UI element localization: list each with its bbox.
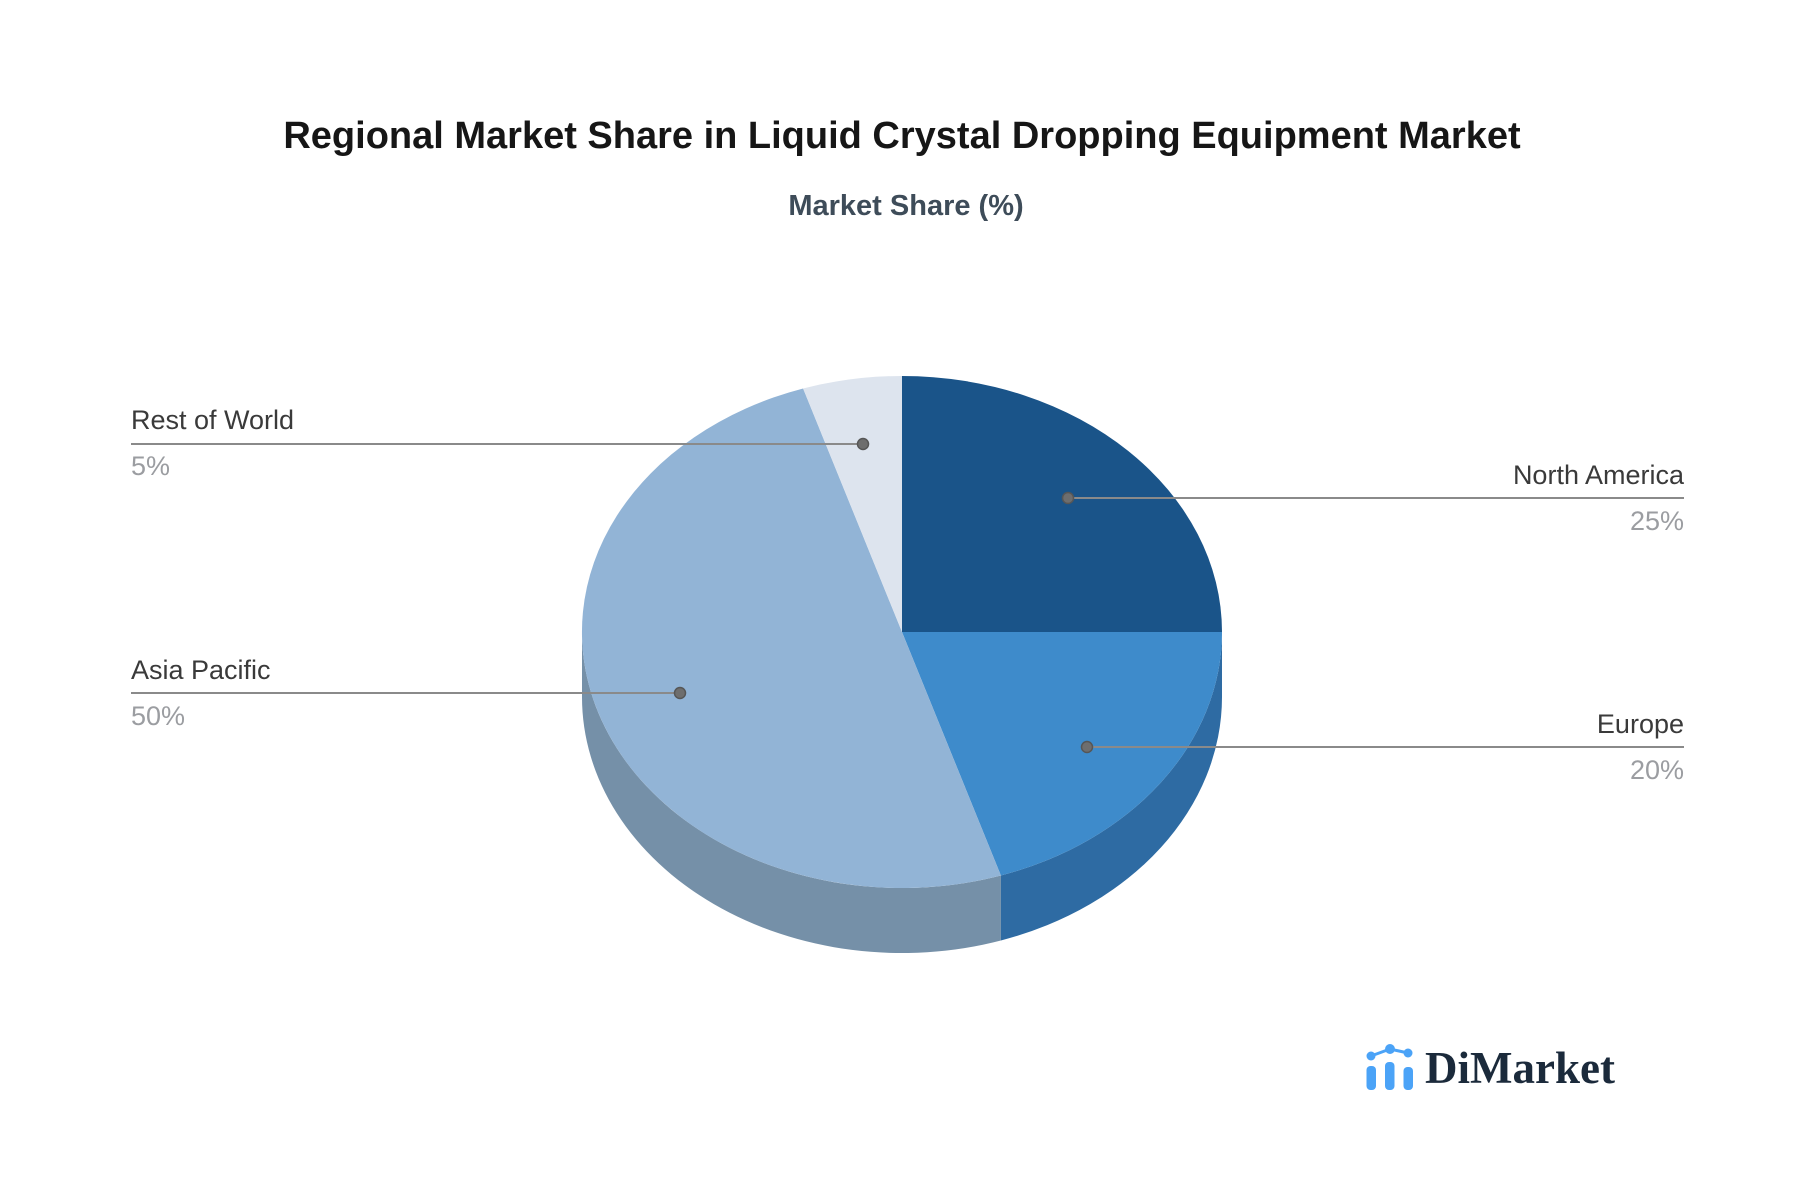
- slice-value: 50%: [131, 701, 186, 731]
- brand-logo: DiMarket: [1366, 1040, 1615, 1096]
- slice-label: Rest of World: [131, 405, 295, 435]
- leader-dot-europe: [1080, 740, 1094, 754]
- pie-slice-asia-pacific[interactable]: [581, 388, 1001, 889]
- chart-title: Regional Market Share in Liquid Crystal …: [283, 115, 1521, 157]
- leader-dot-asia-pacific: [673, 686, 687, 700]
- bar-chart-icon: [1366, 1044, 1413, 1090]
- slice-label: Asia Pacific: [131, 655, 271, 685]
- slice-value: 20%: [1629, 755, 1684, 785]
- leader-dot-north-america: [1061, 491, 1075, 505]
- leader-dot-rest-of-world: [856, 437, 870, 451]
- callout-asia-pacific: Asia Pacific 50%: [131, 654, 551, 732]
- pie-slice-europe[interactable]: [902, 632, 1223, 876]
- slice-value: 25%: [1629, 506, 1684, 536]
- pie-rim-europe: [1000, 632, 1223, 941]
- pie-slice-north-america[interactable]: [902, 376, 1222, 632]
- pie-rim-asia-pacific: [582, 632, 1001, 954]
- chart-subtitle: Market Share (%): [788, 190, 1024, 222]
- callout-north-america: North America 25%: [1264, 459, 1684, 537]
- callout-europe: Europe 20%: [1264, 708, 1684, 786]
- callout-rest-of-world: Rest of World 5%: [131, 404, 551, 482]
- slice-value: 5%: [131, 451, 171, 481]
- brand-logo-text: DiMarket: [1425, 1043, 1615, 1093]
- slice-label: North America: [1512, 460, 1684, 490]
- pie-slice-rest-of-world[interactable]: [803, 376, 902, 632]
- slice-label: Europe: [1596, 709, 1684, 739]
